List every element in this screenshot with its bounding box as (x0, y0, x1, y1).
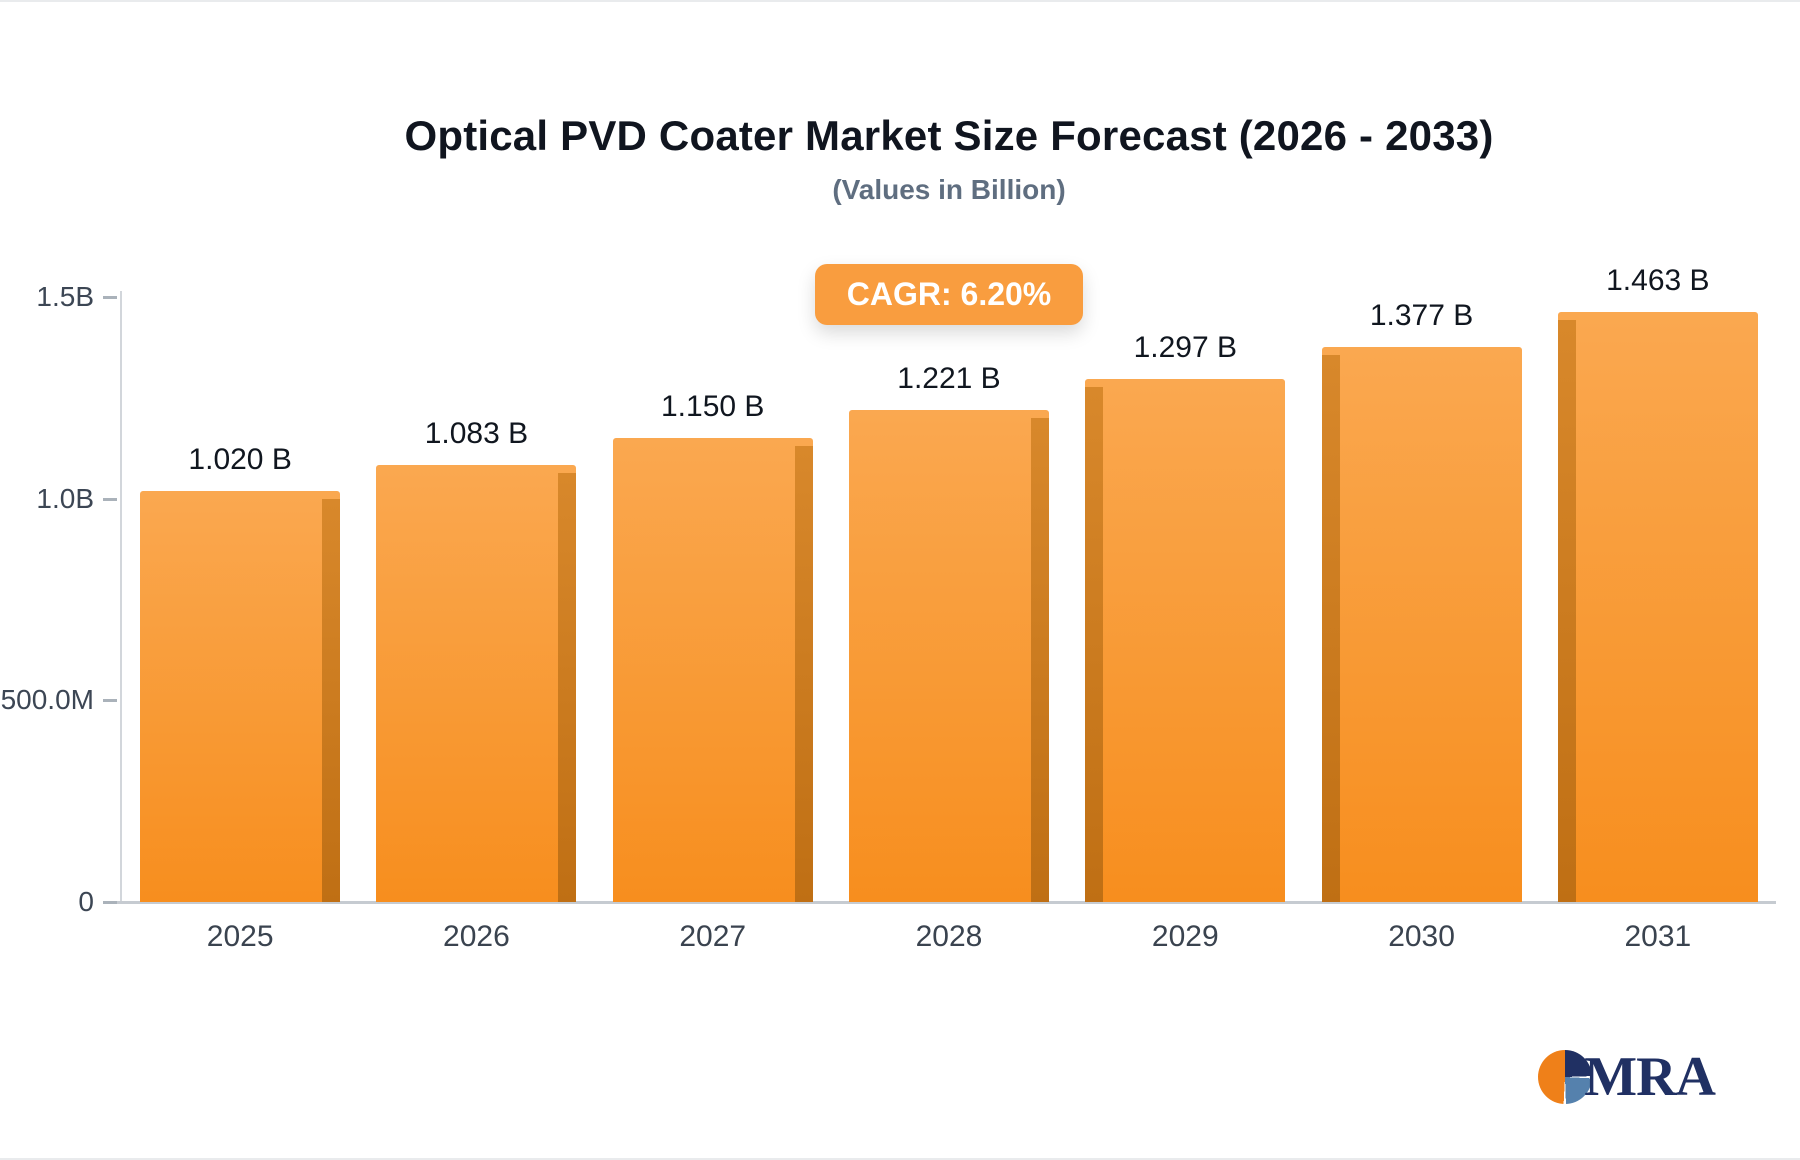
x-axis-label: 2029 (1151, 920, 1219, 953)
plot-area: 0 500.0M 1.0B 1.5B 1.020 B 2025 1.083 B 2026 1.… (1, 264, 1776, 953)
x-axis-label: 2025 (206, 920, 274, 953)
bar-side-shade (322, 498, 341, 902)
bar-2025 (140, 490, 341, 902)
bar-side-shade (558, 473, 577, 902)
bar-value-label: 1.377 B (1369, 298, 1474, 332)
y-axis-tick (103, 296, 117, 299)
x-axis-label: 2027 (679, 920, 747, 953)
bar-2028 (848, 409, 1049, 902)
bar-group-2027: 1.150 B 2027 (595, 297, 831, 953)
y-axis-tick (103, 699, 117, 703)
bar-2027 (612, 438, 813, 902)
bar-group-2025: 1.020 B 2025 (122, 297, 358, 953)
bar-group-2031: 1.463 B 2031 (1540, 264, 1776, 953)
cagr-badge: CAGR: 6.20% (814, 264, 1084, 325)
bar-value-label: 1.297 B (1133, 330, 1237, 364)
bar-value-label: 1.150 B (660, 390, 765, 424)
bar-side-shade (1321, 354, 1340, 902)
bar-2030 (1321, 346, 1522, 902)
chart-title: Optical PVD Coater Market Size Forecast … (404, 112, 1494, 159)
bar-2029 (1085, 378, 1286, 902)
logo-pie-icon (1538, 1050, 1593, 1104)
y-axis-tick (103, 901, 117, 904)
bar-side-shade (1557, 319, 1576, 902)
x-axis-line (108, 901, 1776, 904)
bar-side-shade (1085, 386, 1104, 902)
bar-value-label: 1.463 B (1606, 263, 1710, 297)
x-axis-label: 2028 (915, 920, 983, 953)
y-axis-label: 0 (78, 886, 94, 917)
bar-2026 (376, 465, 577, 902)
brand-logo: MRA (1538, 1046, 1716, 1108)
logo-text: MRA (1584, 1046, 1716, 1108)
y-axis-line (120, 291, 122, 902)
bar-2031 (1557, 311, 1758, 902)
x-axis-label: 2026 (443, 920, 510, 953)
x-axis-label: 2030 (1388, 920, 1455, 953)
y-axis-label: 500.0M (0, 684, 94, 716)
y-axis-tick (103, 497, 117, 501)
bar-value-label: 1.020 B (188, 442, 292, 476)
bar-value-label: 1.221 B (897, 361, 1001, 395)
bar-group-2030: 1.377 B 2030 (1303, 297, 1539, 953)
cagr-badge-wrap: CAGR: 6.20% (122, 264, 1776, 325)
x-axis-label: 2031 (1624, 920, 1692, 953)
y-axis-label: 1.5B (36, 281, 94, 312)
bar-side-shade (1030, 417, 1049, 902)
chart-subtitle: (Values in Billion) (832, 174, 1066, 205)
bar-group-2028: 1.221 B 2028 (831, 297, 1067, 953)
bar-side-shade (794, 446, 813, 902)
bar-group-2026: 1.083 B 2026 (358, 297, 594, 953)
bar-group-2029: 1.297 B 2029 (1067, 297, 1303, 953)
y-axis-label: 1.0B (36, 482, 94, 514)
bar-value-label: 1.083 B (424, 417, 529, 451)
